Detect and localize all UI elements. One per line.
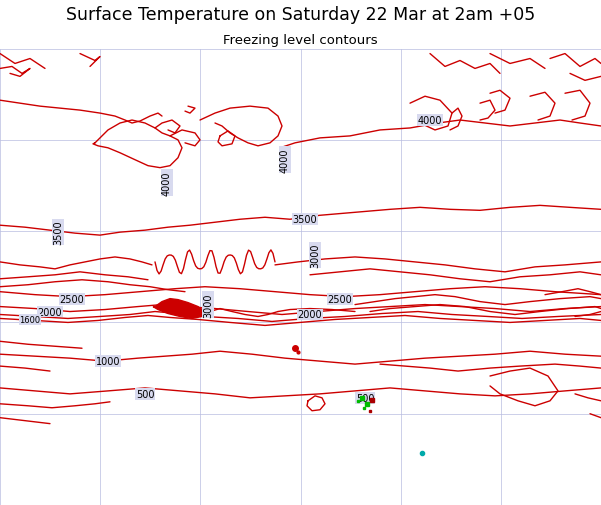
- Text: 2000: 2000: [297, 310, 322, 320]
- Text: 3500: 3500: [293, 215, 317, 225]
- Text: 1000: 1000: [96, 357, 120, 367]
- Text: 2500: 2500: [328, 294, 352, 304]
- Text: Freezing level contours: Freezing level contours: [223, 34, 378, 47]
- Text: 1600: 1600: [19, 315, 40, 324]
- Text: 2500: 2500: [59, 294, 84, 304]
- Text: 3000: 3000: [310, 243, 320, 268]
- Text: Surface Temperature on Saturday 22 Mar at 2am +05: Surface Temperature on Saturday 22 Mar a…: [66, 6, 535, 24]
- Text: 4000: 4000: [418, 116, 442, 126]
- Polygon shape: [153, 299, 205, 319]
- Text: 3000: 3000: [203, 293, 213, 317]
- Text: 4000: 4000: [280, 148, 290, 173]
- Text: 3500: 3500: [53, 220, 63, 245]
- Text: 500: 500: [136, 389, 154, 399]
- Text: 2000: 2000: [38, 307, 63, 317]
- Text: 500: 500: [356, 393, 374, 403]
- Text: 4000: 4000: [162, 171, 172, 195]
